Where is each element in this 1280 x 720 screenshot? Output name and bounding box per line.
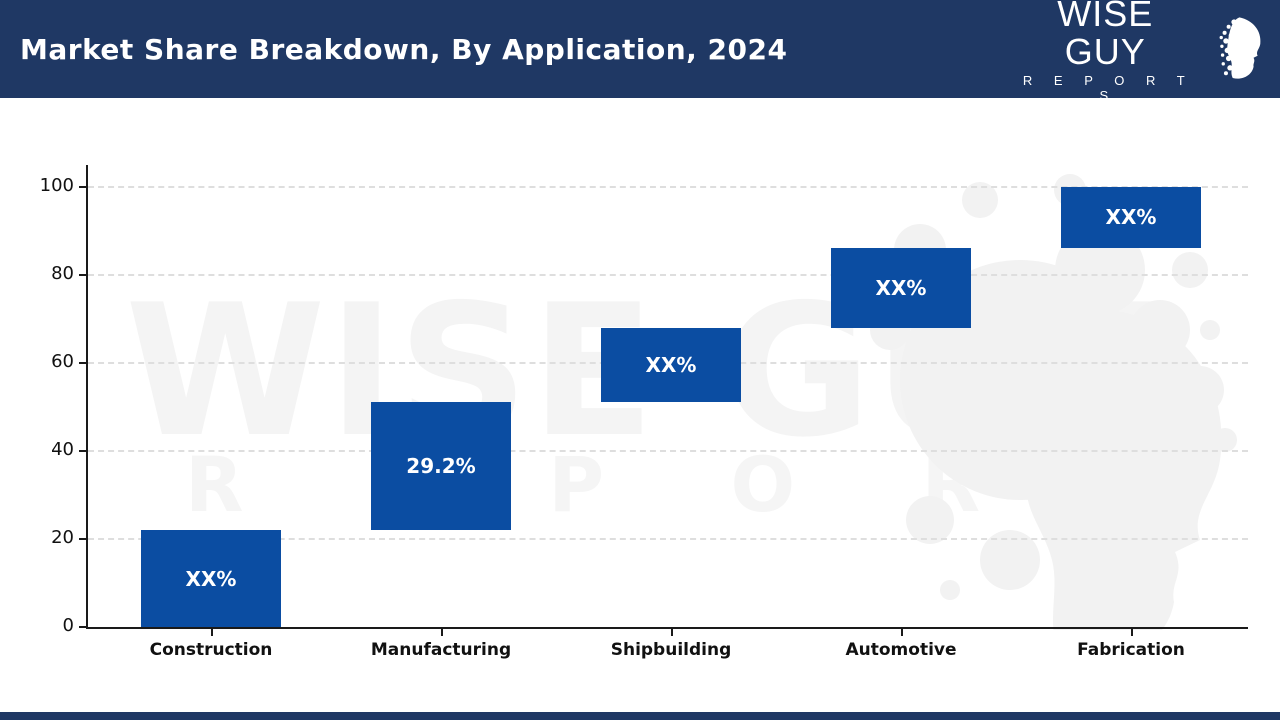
- x-tick-mark-1: [441, 629, 443, 636]
- x-axis-label-automotive: Automotive: [845, 640, 957, 660]
- x-axis-label-construction: Construction: [149, 640, 273, 660]
- wiseguy-logo-text: WISE GUY R E P O R T S: [1016, 0, 1195, 103]
- gridline-y100: [88, 186, 1248, 188]
- y-tick-label-80: 80: [51, 263, 74, 284]
- bar-value-label: 29.2%: [406, 453, 476, 478]
- y-tick-label-60: 60: [51, 351, 74, 372]
- bar-value-label: XX%: [875, 275, 927, 300]
- x-axis-line: [86, 627, 1248, 629]
- y-tick-label-0: 0: [62, 615, 74, 636]
- y-tick-mark-0: [79, 626, 88, 628]
- y-tick-mark-20: [79, 538, 88, 540]
- header-band: Market Share Breakdown, By Application, …: [0, 0, 1280, 103]
- gridline-y80: [88, 274, 1248, 276]
- y-tick-mark-100: [79, 186, 88, 188]
- bar-automotive: XX%: [831, 247, 971, 328]
- footer-bar: [0, 712, 1280, 720]
- bar-value-label: XX%: [185, 566, 237, 591]
- bar-fabrication: XX%: [1061, 187, 1201, 248]
- x-axis-label-fabrication: Fabrication: [1077, 640, 1185, 660]
- gridline-y40: [88, 450, 1248, 452]
- x-tick-mark-3: [901, 629, 903, 636]
- y-axis-line: [86, 165, 88, 629]
- wiseguy-logo-line2: R E P O R T S: [1022, 73, 1194, 103]
- x-tick-mark-0: [211, 629, 213, 636]
- bar-value-label: XX%: [645, 352, 697, 377]
- y-tick-label-100: 100: [39, 175, 74, 196]
- bar-value-label: XX%: [1105, 205, 1157, 230]
- bar-manufacturing: 29.2%: [371, 401, 511, 531]
- y-tick-mark-40: [79, 450, 88, 452]
- bar-shipbuilding: XX%: [601, 327, 741, 402]
- y-tick-label-20: 20: [51, 527, 74, 548]
- wiseguy-logo: WISE GUY R E P O R T S: [1016, 0, 1266, 103]
- wiseguy-logo-line1: WISE GUY: [1057, 0, 1154, 72]
- x-tick-mark-4: [1131, 629, 1133, 636]
- y-tick-mark-80: [79, 274, 88, 276]
- x-axis-label-manufacturing: Manufacturing: [370, 640, 512, 660]
- y-tick-label-40: 40: [51, 439, 74, 460]
- y-tick-mark-60: [79, 362, 88, 364]
- x-tick-mark-2: [671, 629, 673, 636]
- wiseguy-head-icon: [1219, 17, 1261, 79]
- bar-construction: XX%: [141, 530, 281, 627]
- page-title: Market Share Breakdown, By Application, …: [20, 32, 788, 66]
- gridline-y20: [88, 538, 1248, 540]
- x-axis-label-shipbuilding: Shipbuilding: [610, 640, 732, 660]
